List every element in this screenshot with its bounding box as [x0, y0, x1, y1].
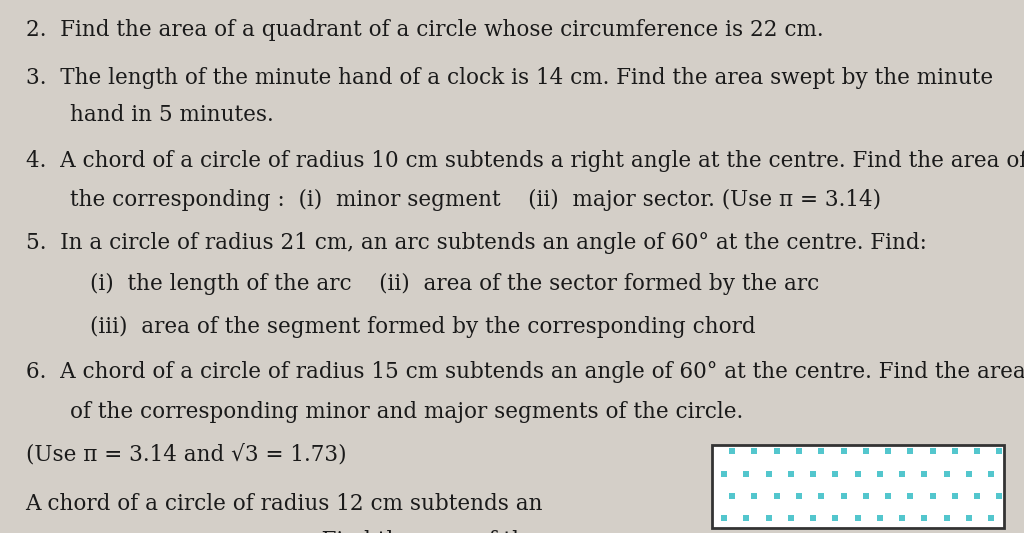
- Text: of the corresponding minor and major segments of the circle.: of the corresponding minor and major seg…: [70, 401, 742, 423]
- Text: 4.  A chord of a circle of radius 10 cm subtends a right angle at the centre. Fi: 4. A chord of a circle of radius 10 cm s…: [26, 150, 1024, 172]
- Text: 2.  Find the area of a quadrant of a circle whose circumference is 22 cm.: 2. Find the area of a quadrant of a circ…: [26, 19, 823, 41]
- Text: (iii)  area of the segment formed by the corresponding chord: (iii) area of the segment formed by the …: [90, 316, 756, 337]
- Text: 6.  A chord of a circle of radius 15 cm subtends an angle of 60° at the centre. : 6. A chord of a circle of radius 15 cm s…: [26, 361, 1024, 383]
- Text: hand in 5 minutes.: hand in 5 minutes.: [70, 104, 273, 126]
- Text: (i)  the length of the arc    (ii)  area of the sector formed by the arc: (i) the length of the arc (ii) area of t…: [90, 273, 819, 295]
- Text: A chord of a circle of radius 12 cm subtends an: A chord of a circle of radius 12 cm subt…: [26, 493, 543, 515]
- Text: the corresponding :  (i)  minor segment    (ii)  major sector. (Use π = 3.14): the corresponding : (i) minor segment (i…: [70, 189, 881, 211]
- Text: (Use π = 3.14 and √3 = 1.73): (Use π = 3.14 and √3 = 1.73): [26, 443, 346, 465]
- Text: Find the area of the: Find the area of the: [26, 530, 539, 533]
- Bar: [712, 445, 1004, 528]
- Text: 5.  In a circle of radius 21 cm, an arc subtends an angle of 60° at the centre. : 5. In a circle of radius 21 cm, an arc s…: [26, 232, 927, 254]
- Text: 3.  The length of the minute hand of a clock is 14 cm. Find the area swept by th: 3. The length of the minute hand of a cl…: [26, 67, 992, 88]
